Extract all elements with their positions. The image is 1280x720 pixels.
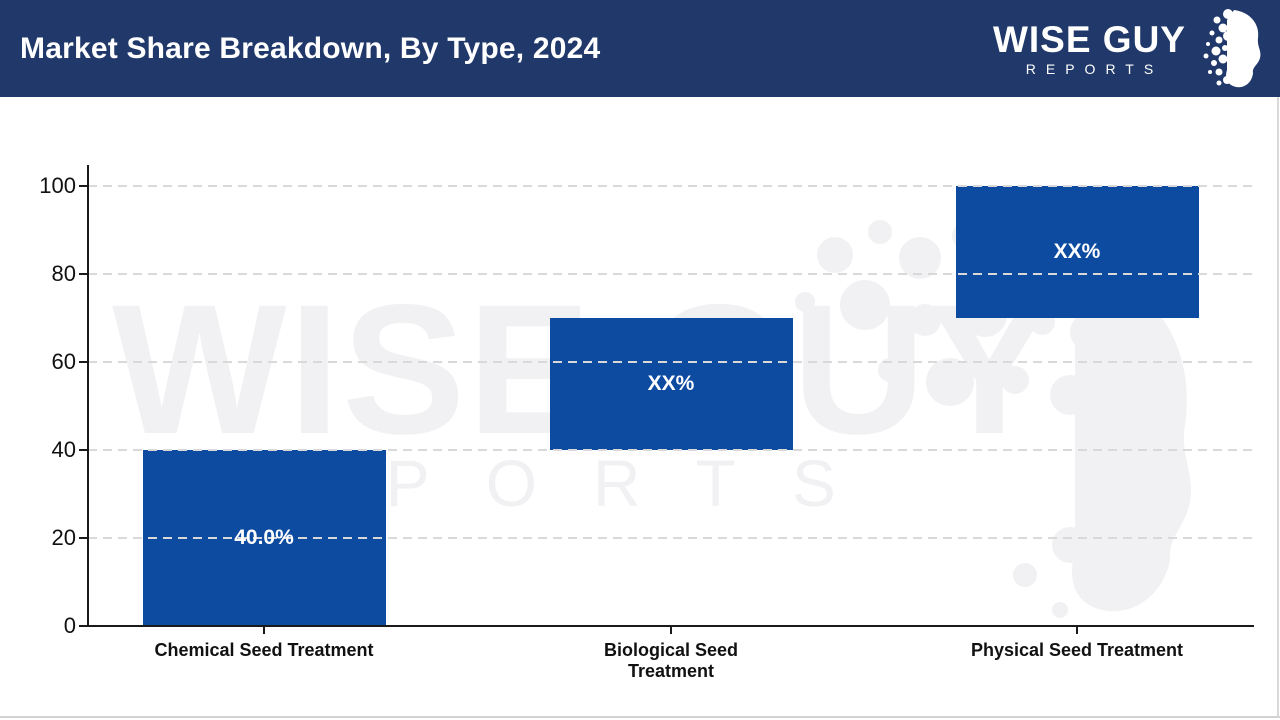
y-tick-mark-60: [79, 361, 87, 363]
brand-logo-text: WISE GUY REPORTS: [993, 21, 1186, 76]
y-tick-mark-100: [79, 185, 87, 187]
x-axis-line: [87, 625, 1254, 627]
bar-value-label-2: XX%: [647, 372, 695, 395]
gridline-100: [88, 185, 1253, 187]
gridline-40: [88, 449, 1253, 451]
bar-2: [549, 318, 793, 450]
y-tick-label-40: 40: [51, 437, 76, 462]
page-title: Market Share Breakdown, By Type, 2024: [20, 31, 601, 65]
y-tick-label-100: 100: [39, 173, 76, 198]
gridline-20: [88, 537, 1253, 539]
brand-logo: WISE GUY REPORTS: [993, 6, 1266, 92]
brand-subtitle: REPORTS: [1025, 61, 1164, 77]
brand-name: WISE GUY: [992, 19, 1186, 60]
bar-value-label-1: 40.0%: [234, 526, 294, 549]
y-tick-label-20: 20: [51, 525, 76, 550]
x-tick-mark-2: [670, 627, 672, 634]
bar-value-label-3: XX%: [1053, 240, 1101, 263]
header-bar: Market Share Breakdown, By Type, 2024 WI…: [0, 0, 1280, 97]
y-tick-mark-0: [79, 625, 87, 627]
y-tick-label-60: 60: [51, 349, 76, 374]
y-tick-label-0: 0: [63, 613, 76, 638]
y-tick-mark-20: [79, 537, 87, 539]
x-category-label-3: Physical Seed Treatment: [970, 640, 1184, 660]
brand-head-icon: [1203, 8, 1261, 87]
x-tick-mark-3: [1076, 627, 1078, 634]
footer-divider: [0, 716, 1280, 718]
x-category-label-1: Chemical Seed Treatment: [154, 640, 374, 660]
y-tick-mark-40: [79, 449, 87, 451]
gridline-80: [88, 273, 1253, 275]
y-tick-mark-80: [79, 273, 87, 275]
x-category-label-2: Biological Seed Treatment: [603, 640, 739, 681]
y-axis-line: [87, 165, 89, 627]
x-tick-mark-1: [263, 627, 265, 634]
right-border: [1277, 97, 1279, 716]
gridline-60: [88, 361, 1253, 363]
y-tick-label-80: 80: [51, 261, 76, 286]
